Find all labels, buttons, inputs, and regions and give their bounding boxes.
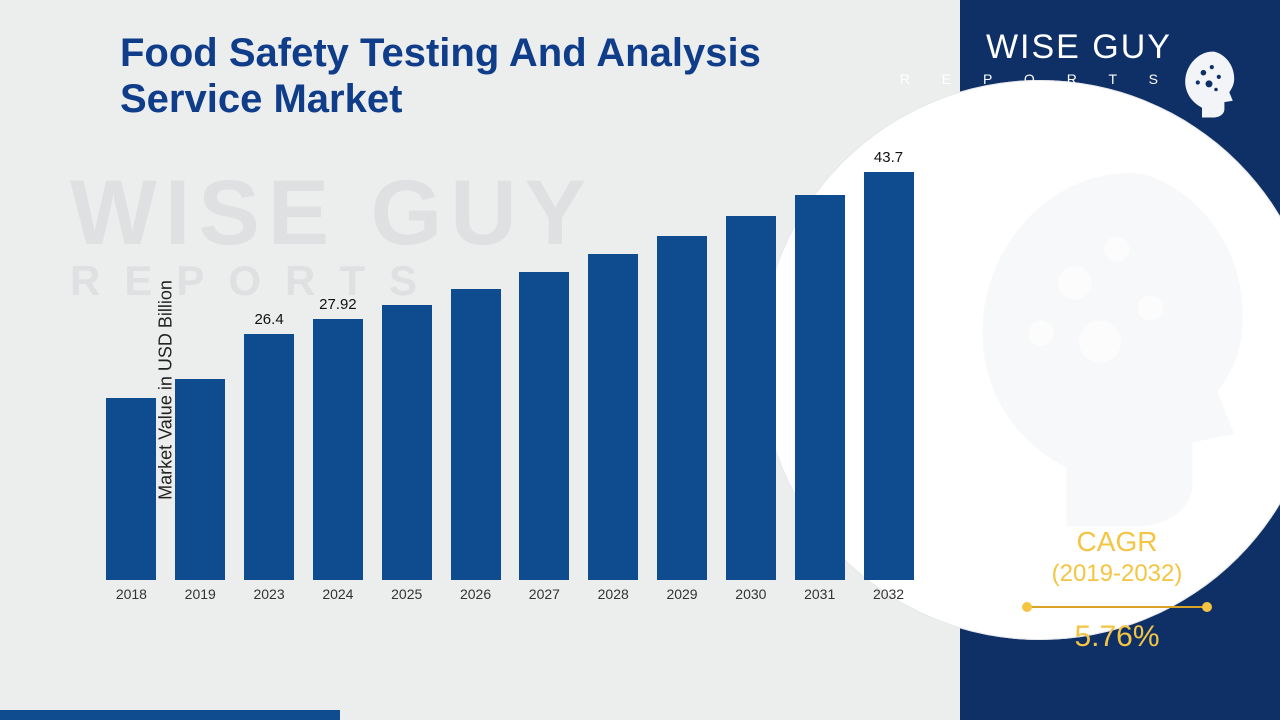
brand-logo: WISE GUY R E P O R T S (900, 28, 1250, 87)
x-tick-label: 2032 (863, 586, 914, 620)
bottom-accent-bar (0, 710, 340, 720)
bar (106, 398, 156, 580)
bar (588, 254, 638, 580)
bar-wrap: 27.92 (312, 160, 363, 580)
x-tick-label: 2027 (519, 586, 570, 620)
x-tick-label: 2023 (244, 586, 295, 620)
bar-wrap: 43.7 (863, 160, 914, 580)
bar (382, 305, 432, 580)
bar (795, 195, 845, 580)
x-tick-label: 2019 (175, 586, 226, 620)
bar-wrap (725, 160, 776, 580)
bar (451, 289, 501, 580)
bars-container: 26.4 27.92 43.7 (100, 160, 920, 580)
bar (175, 379, 225, 580)
x-tick-label: 2025 (381, 586, 432, 620)
bar-chart: Market Value in USD Billion 26.427.9243.… (60, 160, 920, 620)
x-tick-label: 2029 (657, 586, 708, 620)
bar-wrap (381, 160, 432, 580)
brand-sub: R E P O R T S (900, 71, 1172, 87)
x-tick-label: 2028 (588, 586, 639, 620)
x-tick-label: 2030 (725, 586, 776, 620)
bar (657, 236, 707, 580)
bar-value-label: 43.7 (874, 149, 903, 172)
bar-value-label: 26.4 (254, 311, 283, 334)
x-axis-labels: 2018 2019 2023 2024 2025 2026 2027 2028 2029 2030… (100, 580, 920, 620)
bar-value-label: 27.92 (319, 296, 357, 319)
bar-wrap (588, 160, 639, 580)
bar (726, 216, 776, 580)
report-canvas: WISE GUY REPORTS Food Safety Testing And… (0, 0, 1280, 720)
bar: 27.92 (313, 319, 363, 580)
chart-title: Food Safety Testing And Analysis Service… (120, 30, 840, 122)
bar: 43.7 (864, 172, 914, 580)
cagr-divider (1027, 606, 1207, 608)
cagr-block: CAGR (2019-2032) 5.76% (1012, 526, 1222, 654)
bar: 26.4 (244, 334, 294, 580)
bar-wrap (106, 160, 157, 580)
cagr-value: 5.76% (1012, 620, 1222, 654)
cagr-range: (2019-2032) (1012, 560, 1222, 588)
brand-head-icon (1174, 46, 1244, 126)
bar-wrap: 26.4 (244, 160, 295, 580)
x-tick-label: 2024 (312, 586, 363, 620)
x-tick-label: 2018 (106, 586, 157, 620)
brand-name: WISE GUY (900, 28, 1172, 67)
bar-wrap (519, 160, 570, 580)
bar (519, 272, 569, 580)
bar-wrap (657, 160, 708, 580)
bar-wrap (175, 160, 226, 580)
bar-wrap (450, 160, 501, 580)
x-tick-label: 2026 (450, 586, 501, 620)
plot-area: 26.4 27.92 43.7 (100, 160, 920, 580)
cagr-label: CAGR (1012, 526, 1222, 558)
head-watermark-icon (890, 140, 1280, 560)
bar-wrap (794, 160, 845, 580)
x-tick-label: 2031 (794, 586, 845, 620)
